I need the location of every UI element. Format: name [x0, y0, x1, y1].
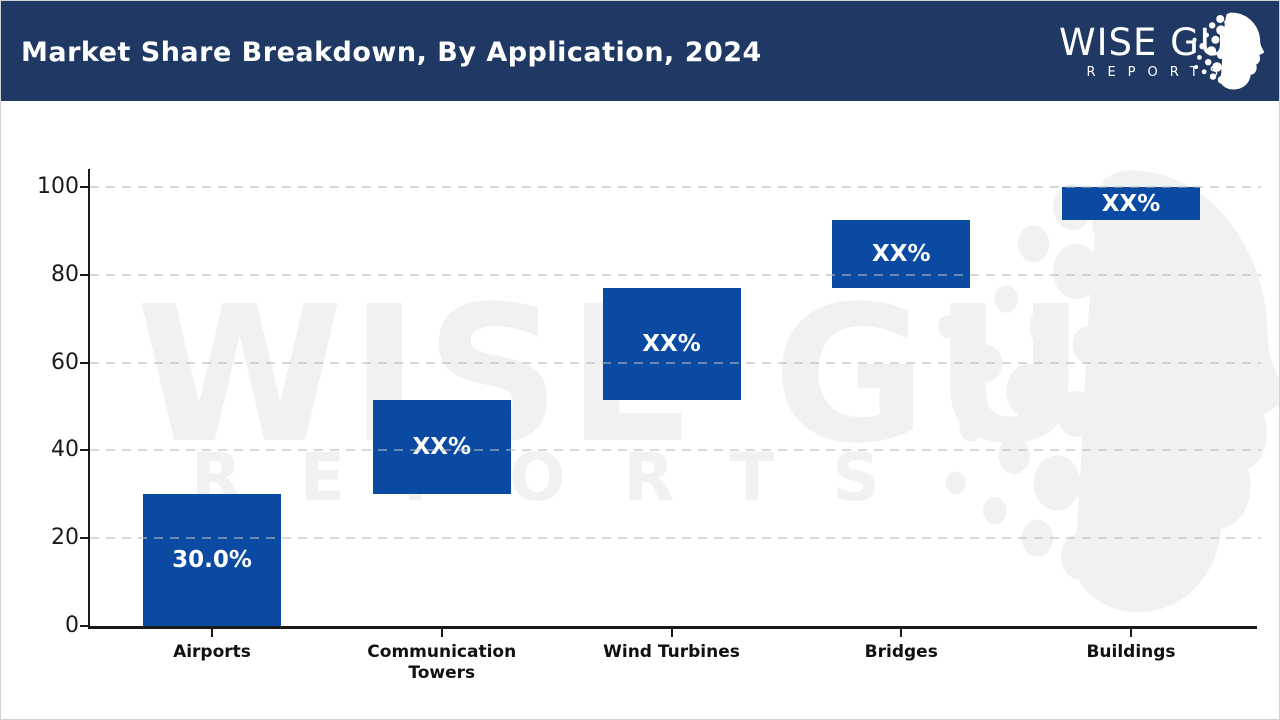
- x-axis-label-bridges: Bridges: [864, 642, 938, 662]
- bar-value-label: 30.0%: [172, 547, 252, 574]
- x-tick-mark: [900, 629, 903, 637]
- logo-face-icon: [1192, 12, 1265, 90]
- gridline-80: [90, 273, 1261, 276]
- y-tick-mark: [80, 273, 88, 276]
- wise-guy-logo: WISE GUY REPORTS: [1021, 7, 1271, 95]
- y-tick-mark: [80, 186, 88, 188]
- y-tick-label: 40: [51, 437, 79, 463]
- bar-value-label: XX%: [1101, 190, 1161, 217]
- x-axis-label-buildings: Buildings: [1086, 642, 1176, 662]
- bar-buildings: XX%: [1062, 187, 1200, 221]
- bar-value-label: XX%: [642, 330, 701, 357]
- y-tick-mark: [80, 361, 88, 364]
- x-axis-label-airports: Airports: [173, 642, 251, 662]
- x-tick-mark: [211, 629, 213, 637]
- x-axis: [88, 626, 1257, 629]
- y-tick-mark: [80, 537, 88, 540]
- gridline-60: [90, 361, 1261, 364]
- x-axis-label-wind-turbines: Wind Turbines: [603, 642, 740, 662]
- page-title: Market Share Breakdown, By Application, …: [21, 37, 762, 68]
- chart-area: WISE GUY REPORTS 0 20 40 60 80 100 30.0% Airpor…: [1, 101, 1279, 719]
- x-tick-mark: [440, 629, 443, 637]
- y-tick-label: 60: [51, 349, 79, 375]
- x-tick-mark: [1130, 629, 1132, 637]
- report-header: Market Share Breakdown, By Application, …: [1, 1, 1279, 101]
- bar-value-label: XX%: [412, 434, 471, 461]
- bar-communication-towers: XX%: [372, 400, 511, 495]
- bar-wind-turbines: XX%: [602, 287, 741, 401]
- gridline-20: [90, 537, 1261, 540]
- x-tick-mark: [670, 629, 673, 637]
- y-tick-label: 80: [51, 261, 79, 287]
- bar-value-label: XX%: [871, 240, 931, 267]
- bar-bridges: XX%: [832, 220, 971, 288]
- bar-airports: 30.0%: [143, 494, 281, 626]
- gridline-40: [90, 449, 1261, 452]
- watermark-text-line2: REPORTS: [191, 439, 938, 516]
- y-tick-label: 0: [65, 613, 79, 638]
- y-tick-label: 100: [37, 174, 79, 199]
- y-tick-mark: [80, 449, 88, 452]
- gridline-100: [90, 186, 1261, 188]
- x-axis-label-communication-towers: Communication Towers: [367, 642, 517, 683]
- y-tick-label: 20: [51, 525, 79, 551]
- logo-wordmark-line2: REPORTS: [1086, 65, 1231, 80]
- y-tick-mark: [80, 625, 88, 627]
- y-axis: [88, 169, 90, 629]
